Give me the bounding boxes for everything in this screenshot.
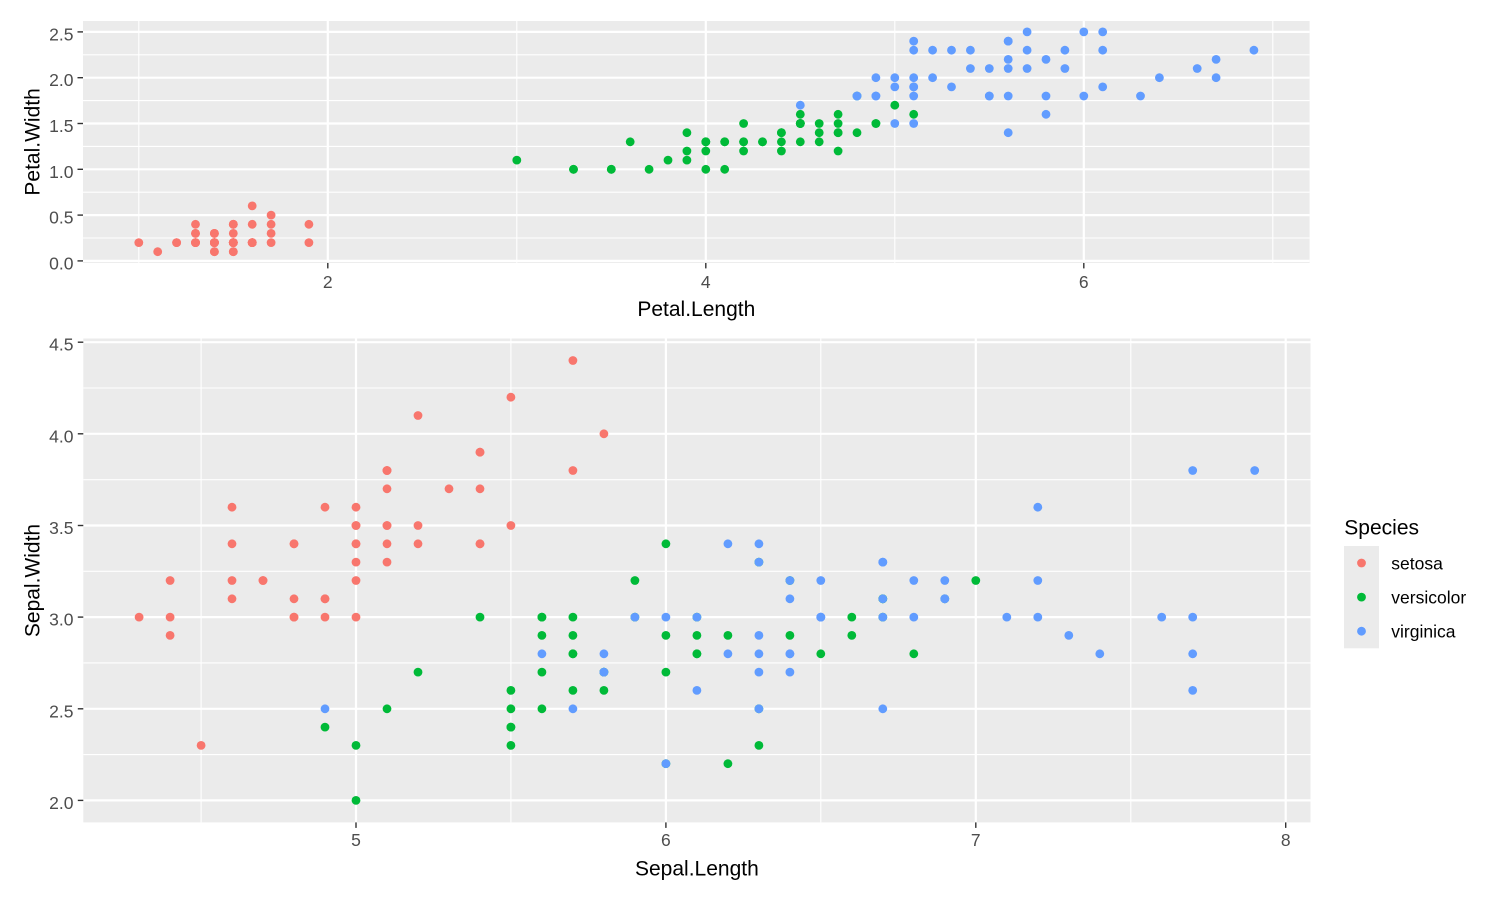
svg-text:Petal.Width: Petal.Width [22, 88, 45, 195]
svg-text:0.0: 0.0 [49, 253, 74, 273]
svg-text:1.0: 1.0 [49, 162, 74, 182]
svg-text:2.0: 2.0 [49, 793, 74, 813]
svg-text:4.0: 4.0 [49, 426, 74, 446]
svg-text:Sepal.Length: Sepal.Length [635, 858, 759, 881]
svg-text:4.5: 4.5 [49, 335, 73, 355]
svg-text:Species: Species [1344, 517, 1419, 540]
svg-text:setosa: setosa [1391, 553, 1443, 573]
svg-text:5: 5 [351, 830, 361, 850]
svg-text:3.5: 3.5 [49, 518, 73, 538]
svg-text:6: 6 [661, 830, 671, 850]
svg-text:1.5: 1.5 [49, 116, 73, 136]
svg-text:4: 4 [701, 272, 711, 292]
svg-text:3.0: 3.0 [49, 610, 74, 630]
svg-text:8: 8 [1281, 830, 1291, 850]
svg-text:2.5: 2.5 [49, 701, 73, 721]
svg-text:2: 2 [323, 272, 333, 292]
svg-text:6: 6 [1079, 272, 1089, 292]
svg-text:2.0: 2.0 [49, 70, 74, 90]
svg-text:Sepal.Width: Sepal.Width [22, 524, 45, 637]
svg-text:virginica: virginica [1391, 622, 1455, 642]
svg-text:Petal.Length: Petal.Length [637, 298, 755, 321]
svg-text:7: 7 [971, 830, 981, 850]
svg-text:versicolor: versicolor [1391, 588, 1466, 608]
svg-text:0.5: 0.5 [49, 208, 73, 228]
svg-text:2.5: 2.5 [49, 24, 73, 44]
